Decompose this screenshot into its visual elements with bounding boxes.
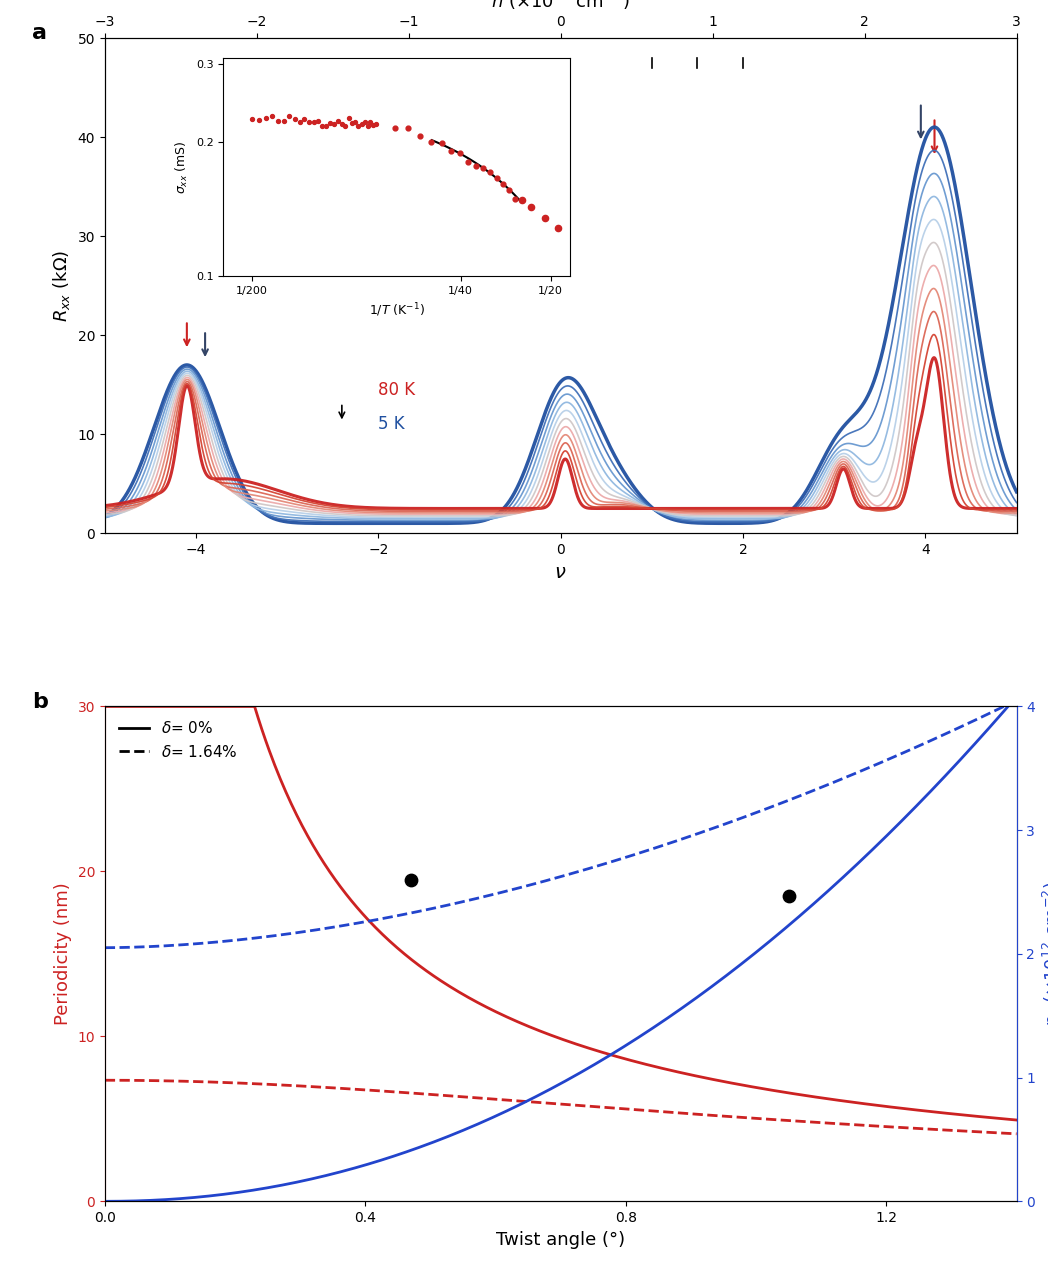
X-axis label: $\nu$: $\nu$ bbox=[554, 562, 567, 581]
Y-axis label: $R_{xx}$ (k$\Omega$): $R_{xx}$ (k$\Omega$) bbox=[51, 249, 72, 322]
Y-axis label: $n_s$ ($\times$10$^{12}$ cm$^{-2}$): $n_s$ ($\times$10$^{12}$ cm$^{-2}$) bbox=[1041, 881, 1048, 1026]
Text: 80 K: 80 K bbox=[378, 381, 415, 399]
X-axis label: $n$ ($\times$10$^{12}$ cm$^{-2}$): $n$ ($\times$10$^{12}$ cm$^{-2}$) bbox=[492, 0, 630, 12]
Text: a: a bbox=[31, 23, 47, 43]
Text: b: b bbox=[31, 691, 48, 712]
Point bbox=[780, 886, 798, 906]
Point bbox=[402, 869, 419, 889]
Text: 5 K: 5 K bbox=[378, 415, 405, 433]
X-axis label: Twist angle (°): Twist angle (°) bbox=[496, 1231, 626, 1249]
Legend: $\delta$= 0%, $\delta$= 1.64%: $\delta$= 0%, $\delta$= 1.64% bbox=[112, 714, 244, 766]
Y-axis label: Periodicity (nm): Periodicity (nm) bbox=[53, 883, 72, 1025]
